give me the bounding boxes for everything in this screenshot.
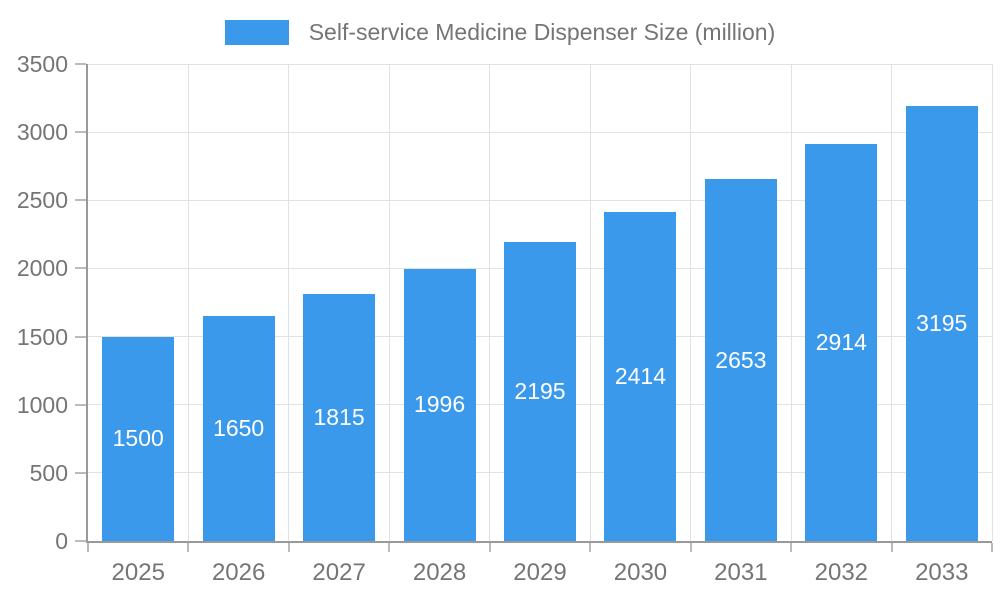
x-axis-tick — [87, 543, 89, 552]
y-tick-label: 3500 — [16, 51, 68, 77]
bar-2033[interactable]: 3195 — [905, 105, 978, 541]
bar-2032[interactable]: 2914 — [805, 143, 878, 541]
y-axis-tick — [75, 335, 86, 338]
x-tick-label: 2027 — [312, 559, 366, 586]
x-tick-label: 2028 — [412, 559, 467, 586]
x-tick-label: 2029 — [513, 559, 567, 586]
legend[interactable]: Self-service Medicine Dispenser Size (mi… — [0, 18, 1000, 46]
y-axis-tick — [75, 131, 86, 134]
y-axis-tick — [75, 471, 86, 474]
y-axis-tick — [75, 403, 86, 406]
y-axis-tick — [75, 63, 86, 65]
x-axis-tick — [488, 543, 491, 552]
bar-2026[interactable]: 1650 — [202, 316, 275, 541]
x-axis-tick — [388, 543, 391, 552]
bar-value-label: 2195 — [514, 377, 566, 404]
bar-value-label: 2914 — [815, 328, 867, 355]
x-axis-tick — [991, 543, 993, 552]
gridline-vertical — [489, 64, 491, 541]
gridline-vertical — [690, 64, 692, 541]
bar-value-label: 1815 — [313, 403, 365, 430]
gridline-vertical — [388, 64, 390, 541]
x-axis-tick — [589, 543, 592, 552]
y-tick-label: 3000 — [16, 119, 68, 146]
gridline-vertical — [790, 64, 792, 541]
x-axis-tick — [187, 543, 190, 552]
y-tick-label: 1500 — [16, 323, 68, 350]
gridline-vertical — [187, 64, 189, 541]
bar-2025[interactable]: 1500 — [102, 336, 175, 541]
bar-2028[interactable]: 1996 — [403, 268, 476, 541]
y-axis-tick — [75, 540, 86, 542]
bar-2031[interactable]: 2653 — [704, 179, 777, 541]
x-axis-tick — [790, 543, 793, 552]
gridline-horizontal — [88, 131, 992, 133]
x-tick-label: 2032 — [814, 559, 869, 586]
y-tick-label: 2000 — [16, 255, 68, 282]
x-tick-label: 2033 — [915, 559, 969, 586]
x-axis-tick — [689, 543, 692, 552]
x-axis-tick — [890, 543, 893, 552]
bar-value-label: 2653 — [715, 346, 767, 373]
bar-2029[interactable]: 2195 — [504, 241, 576, 541]
bar-value-label: 1500 — [112, 425, 164, 452]
legend-swatch — [224, 19, 289, 45]
bar-value-label: 1650 — [213, 415, 265, 442]
legend-label: Self-service Medicine Dispenser Size (mi… — [308, 18, 776, 45]
plot-area: 0 500 1000 1500 2000 2500 3000 3500 1500 2025 1650… — [17, 51, 993, 586]
bar-value-label: 2414 — [614, 363, 667, 389]
y-tick-label: 500 — [29, 459, 68, 486]
x-tick-label: 2031 — [714, 559, 768, 586]
gridline-vertical — [288, 64, 290, 541]
y-axis-tick — [75, 199, 86, 202]
gridline-vertical — [991, 64, 993, 541]
bar-2027[interactable]: 1815 — [303, 293, 376, 541]
x-axis-tick — [287, 543, 290, 552]
y-tick-label: 1000 — [16, 391, 68, 418]
x-tick-label: 2026 — [211, 559, 266, 586]
bar-2030[interactable]: 2414 — [604, 212, 677, 541]
gridline-vertical — [589, 64, 591, 541]
gridline-horizontal — [88, 63, 992, 65]
gridline-horizontal — [88, 199, 992, 201]
gridline-vertical — [891, 64, 893, 541]
x-tick-label: 2030 — [613, 559, 668, 586]
x-tick-label: 2025 — [111, 559, 165, 586]
y-tick-label: 2500 — [16, 187, 68, 214]
bar-value-label: 3195 — [916, 309, 968, 336]
y-tick-label: 0 — [55, 528, 68, 554]
bar-value-label: 1996 — [413, 391, 466, 418]
y-axis-tick — [75, 267, 86, 270]
